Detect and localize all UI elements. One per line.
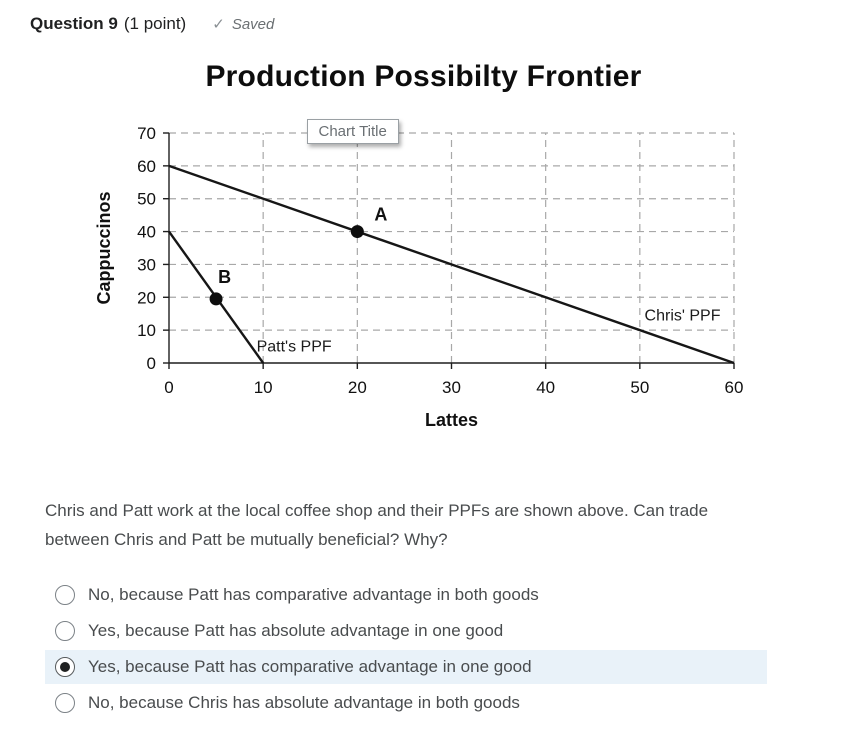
svg-text:10: 10	[137, 321, 156, 340]
radio-button[interactable]	[55, 693, 75, 714]
svg-text:Lattes: Lattes	[424, 410, 477, 430]
question-number: Question 9	[30, 14, 118, 33]
chart-title-box: Chart Title	[306, 119, 399, 144]
svg-text:50: 50	[630, 378, 649, 397]
svg-text:30: 30	[442, 378, 461, 397]
svg-text:20: 20	[137, 288, 156, 307]
svg-text:Cappuccinos: Cappuccinos	[94, 191, 114, 304]
option-label[interactable]: No, because Chris has absolute advantage…	[88, 693, 520, 713]
ppf-chart-svg: 0 10 20 30 40 50 60 0 10 20 30 40 50 60 70 Chris' PPF Pa…	[94, 124, 743, 430]
saved-status: ✓ Saved	[212, 15, 274, 33]
radio-button[interactable]	[55, 585, 75, 606]
question-text: Chris and Patt work at the local coffee …	[45, 501, 709, 550]
saved-label: Saved	[231, 16, 275, 33]
option-label[interactable]: No, because Patt has comparative advanta…	[88, 585, 539, 605]
svg-text:60: 60	[137, 157, 156, 176]
option-label[interactable]: Yes, because Patt has comparative advant…	[88, 657, 532, 677]
svg-text:40: 40	[137, 223, 156, 242]
radio-button[interactable]	[55, 621, 75, 642]
svg-text:Chris' PPF: Chris' PPF	[644, 307, 720, 324]
svg-text:40: 40	[536, 378, 555, 397]
svg-text:70: 70	[137, 124, 156, 143]
radio-button[interactable]	[55, 657, 75, 678]
chart-section: Production Possibilty Frontier 0 10 20 30 40…	[30, 60, 817, 438]
answer-option-1[interactable]: No, because Patt has comparative advanta…	[45, 578, 767, 612]
checkmark-icon: ✓	[212, 16, 225, 33]
chart-main-title: Production Possibilty Frontier	[205, 60, 642, 93]
answer-option-4[interactable]: No, because Chris has absolute advantage…	[45, 686, 767, 720]
svg-text:Patt's PPF: Patt's PPF	[256, 339, 331, 356]
answer-option-2[interactable]: Yes, because Patt has absolute advantage…	[45, 614, 767, 648]
ppf-chart: 0 10 20 30 40 50 60 0 10 20 30 40 50 60 70 Chris' PPF Pa…	[94, 108, 754, 438]
svg-text:0: 0	[164, 378, 173, 397]
svg-text:A: A	[374, 205, 387, 225]
svg-text:0: 0	[146, 354, 155, 373]
svg-text:50: 50	[137, 190, 156, 209]
answer-option-3[interactable]: Yes, because Patt has comparative advant…	[45, 650, 767, 685]
svg-text:10: 10	[253, 378, 272, 397]
svg-text:B: B	[218, 267, 231, 287]
svg-text:60: 60	[724, 378, 743, 397]
svg-text:30: 30	[137, 255, 156, 274]
answer-options: No, because Patt has comparative advanta…	[45, 578, 802, 720]
question-header: Question 9 (1 point) ✓ Saved	[30, 14, 817, 34]
svg-text:20: 20	[347, 378, 366, 397]
question-points: (1 point)	[123, 14, 187, 33]
option-label[interactable]: Yes, because Patt has absolute advantage…	[88, 621, 504, 641]
